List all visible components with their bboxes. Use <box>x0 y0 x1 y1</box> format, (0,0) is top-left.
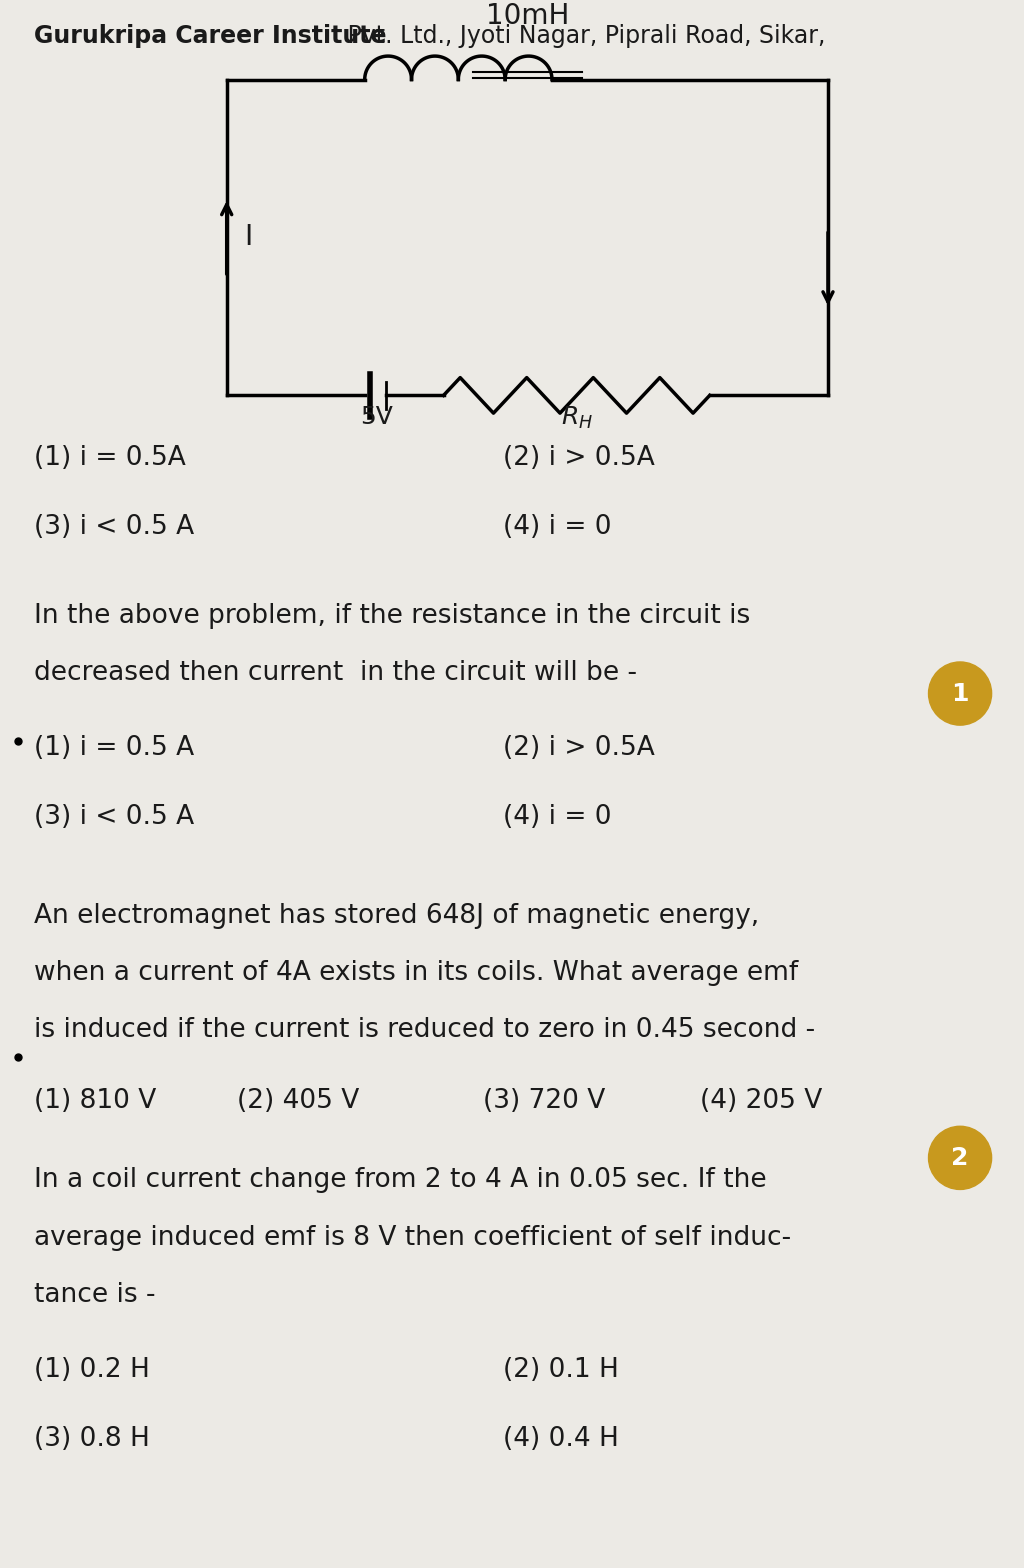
Text: (1) i = 0.5 A: (1) i = 0.5 A <box>35 735 195 760</box>
Text: is induced if the current is reduced to zero in 0.45 second -: is induced if the current is reduced to … <box>35 1018 816 1043</box>
Text: 5V: 5V <box>360 405 393 430</box>
Text: (3) 0.8 H: (3) 0.8 H <box>35 1425 151 1452</box>
Text: $R_H$: $R_H$ <box>560 405 593 431</box>
Text: (2) i > 0.5A: (2) i > 0.5A <box>503 445 654 470</box>
Text: In the above problem, if the resistance in the circuit is: In the above problem, if the resistance … <box>35 602 751 629</box>
Text: (4) i = 0: (4) i = 0 <box>503 514 611 539</box>
Text: (3) i < 0.5 A: (3) i < 0.5 A <box>35 804 195 829</box>
Text: In a coil current change from 2 to 4 A in 0.05 sec. If the: In a coil current change from 2 to 4 A i… <box>35 1167 767 1193</box>
Text: 10mH: 10mH <box>485 2 569 30</box>
Text: average induced emf is 8 V then coefficient of self induc-: average induced emf is 8 V then coeffici… <box>35 1225 792 1251</box>
Text: (4) 0.4 H: (4) 0.4 H <box>503 1425 618 1452</box>
Text: tance is -: tance is - <box>35 1281 156 1308</box>
Text: Pvt. Ltd., Jyoti Nagar, Piprali Road, Sikar,: Pvt. Ltd., Jyoti Nagar, Piprali Road, Si… <box>340 24 825 49</box>
Text: when a current of 4A exists in its coils. What average emf: when a current of 4A exists in its coils… <box>35 960 799 986</box>
Text: 2: 2 <box>951 1146 969 1170</box>
Text: (1) i = 0.5A: (1) i = 0.5A <box>35 445 186 470</box>
Text: 1: 1 <box>951 682 969 706</box>
Text: (1) 810 V: (1) 810 V <box>35 1088 157 1115</box>
Text: decreased then current  in the circuit will be -: decreased then current in the circuit wi… <box>35 660 638 685</box>
Text: Gurukripa Career Institute: Gurukripa Career Institute <box>35 24 387 49</box>
Circle shape <box>929 1126 991 1190</box>
Text: (3) i < 0.5 A: (3) i < 0.5 A <box>35 514 195 539</box>
Text: (2) 0.1 H: (2) 0.1 H <box>503 1356 618 1383</box>
Circle shape <box>929 662 991 724</box>
Text: (2) 405 V: (2) 405 V <box>237 1088 358 1115</box>
Text: An electromagnet has stored 648J of magnetic energy,: An electromagnet has stored 648J of magn… <box>35 903 760 928</box>
Text: I: I <box>245 224 253 251</box>
Text: (4) i = 0: (4) i = 0 <box>503 804 611 829</box>
Text: (4) 205 V: (4) 205 V <box>699 1088 822 1115</box>
Text: (2) i > 0.5A: (2) i > 0.5A <box>503 735 654 760</box>
Text: (1) 0.2 H: (1) 0.2 H <box>35 1356 151 1383</box>
Text: (3) 720 V: (3) 720 V <box>483 1088 605 1115</box>
